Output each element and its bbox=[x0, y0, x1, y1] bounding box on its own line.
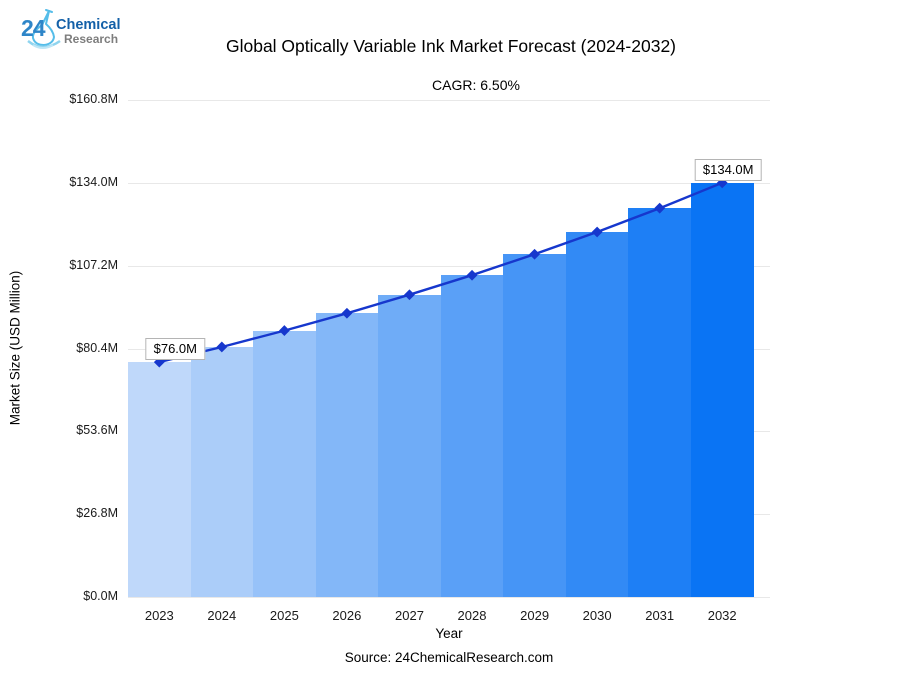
data-label: $76.0M bbox=[145, 338, 205, 361]
bar-2023 bbox=[128, 362, 192, 597]
bar-2027 bbox=[378, 294, 442, 597]
bar-2032 bbox=[690, 182, 754, 597]
data-label: $134.0M bbox=[694, 158, 762, 181]
x-tick-label: 2028 bbox=[457, 608, 487, 623]
y-tick-label: $53.6M bbox=[76, 423, 118, 438]
bar-2031 bbox=[628, 208, 692, 597]
x-tick-label: 2025 bbox=[269, 608, 299, 623]
page-title: Global Optically Variable Ink Market For… bbox=[225, 36, 677, 56]
y-tick-label: $26.8M bbox=[76, 506, 118, 521]
x-tick-label: 2031 bbox=[645, 608, 675, 623]
x-axis-title: Year bbox=[435, 626, 463, 641]
x-tick-label: 2030 bbox=[582, 608, 612, 623]
bar-2029 bbox=[503, 254, 567, 597]
x-tick-label: 2026 bbox=[332, 608, 362, 623]
logo-word-research: Research bbox=[64, 32, 119, 46]
source-text: Source: 24ChemicalResearch.com bbox=[344, 650, 554, 665]
flask-icon bbox=[27, 9, 61, 49]
logo-word-chemical: Chemical bbox=[56, 17, 121, 33]
y-tick-label: $134.0M bbox=[69, 174, 118, 189]
gridline bbox=[128, 182, 770, 184]
gridline bbox=[128, 597, 770, 598]
y-tick-label: $160.8M bbox=[69, 92, 118, 106]
x-tick-label: 2024 bbox=[207, 608, 237, 623]
logo-number: 24 bbox=[21, 15, 46, 41]
y-tick-label: $107.2M bbox=[69, 257, 118, 272]
gridline bbox=[128, 100, 770, 101]
x-tick-label: 2032 bbox=[707, 608, 737, 623]
x-tick-label: 2029 bbox=[520, 608, 550, 623]
bar-2024 bbox=[190, 347, 254, 597]
x-tick-label: 2023 bbox=[144, 608, 174, 623]
y-tick-label: $80.4M bbox=[76, 340, 118, 355]
company-logo: 24 Chemical Research bbox=[20, 8, 140, 52]
y-tick-label: $0.0M bbox=[83, 589, 118, 603]
bar-2028 bbox=[440, 275, 504, 597]
bar-2026 bbox=[315, 313, 379, 597]
x-tick-label: 2027 bbox=[395, 608, 424, 623]
bar-2030 bbox=[565, 232, 629, 597]
y-axis-title: Market Size (USD Million) bbox=[7, 270, 23, 426]
chart-subtitle: CAGR: 6.50% bbox=[432, 77, 520, 93]
bar-2025 bbox=[253, 330, 317, 597]
